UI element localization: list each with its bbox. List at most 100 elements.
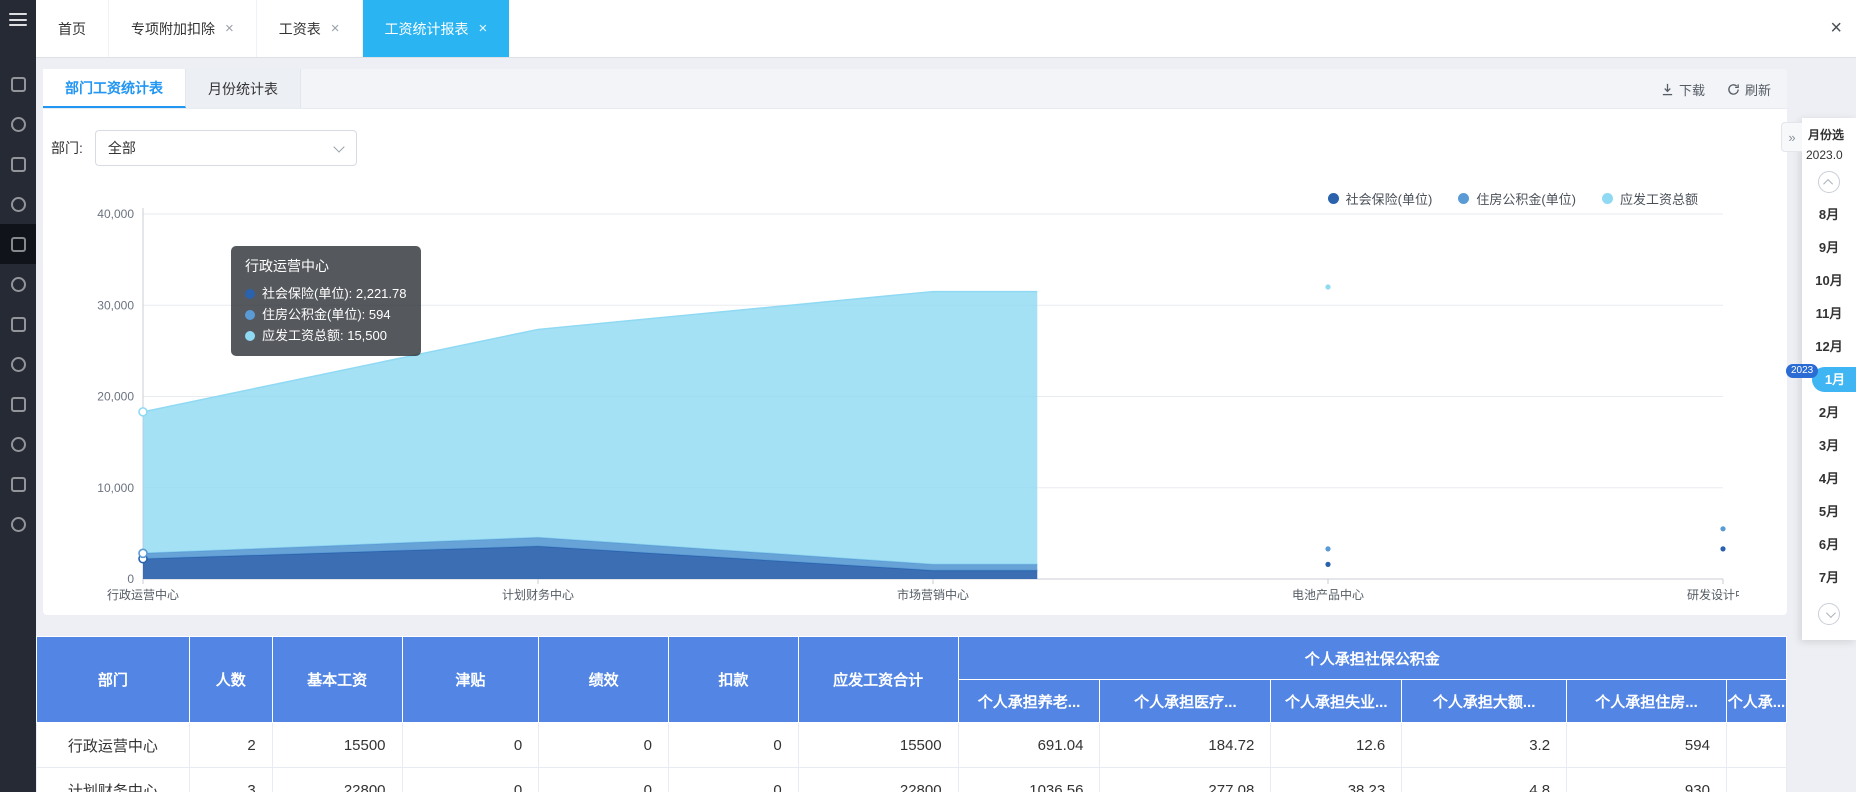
svg-text:行政运营中心: 行政运营中心 (107, 587, 179, 602)
nav-glyph-icon (10, 396, 26, 412)
tab-salary-sheet[interactable]: 工资表 × (257, 0, 363, 57)
legend-item[interactable]: 社会保险(单位) (1327, 189, 1433, 208)
legend-label: 应发工资总额 (1619, 192, 1698, 207)
month-item[interactable]: 10月 (1815, 273, 1843, 288)
table-cell: 2 (188, 722, 273, 768)
month-item[interactable]: 2月 (1818, 405, 1840, 420)
nav-glyph-icon (10, 436, 26, 452)
sidebar-nav-icon[interactable] (0, 384, 36, 424)
sidebar-nav-icon[interactable] (0, 144, 36, 184)
month-item[interactable]: 4月 (1818, 471, 1840, 486)
salary-table-section: 部门 人数 基本工资 津贴 绩效 扣款 应发工资合计 个人承担社保公积金 个人承担养老... 个人… (36, 636, 1787, 792)
table-subheader: 个人承担住房... (1566, 679, 1727, 723)
sidebar-nav-icon[interactable] (0, 304, 36, 344)
table-cell: 0 (538, 767, 670, 792)
refresh-icon (1728, 83, 1739, 95)
sidebar-nav-icon[interactable] (0, 344, 36, 384)
sidebar-nav-icon[interactable] (0, 424, 36, 464)
legend-item[interactable]: 应发工资总额 (1601, 189, 1698, 208)
table-subheader: 个人承担大额... (1401, 679, 1568, 723)
tab-close-icon[interactable]: × (478, 20, 488, 37)
year-badge: 2023 (1786, 364, 1819, 378)
scroll-down-button[interactable] (1818, 603, 1840, 625)
tab-close-icon[interactable]: × (330, 20, 340, 37)
nav-glyph-icon (10, 156, 26, 172)
left-sidebar (0, 0, 36, 792)
table-cell: 22800 (797, 767, 959, 792)
month-item[interactable]: 9月 (1818, 240, 1840, 255)
sidebar-nav-icon[interactable] (0, 464, 36, 504)
sidebar-nav-icon[interactable] (0, 504, 36, 544)
tab-close-icon[interactable]: × (225, 20, 234, 37)
refresh-button[interactable]: 刷新 (1727, 80, 1771, 99)
legend-item[interactable]: 住房公积金(单位) (1458, 189, 1576, 208)
table-subheader: 个人承... (1725, 679, 1787, 723)
table-cell: 38.23 (1270, 767, 1403, 792)
collapse-panel-button[interactable]: » (1781, 122, 1802, 152)
chart-legend: 社会保险(单位) 住房公积金(单位) 应发工资总额 (1327, 189, 1698, 208)
month-item[interactable]: 5月 (1818, 504, 1840, 519)
tab-bar: 首页 专项附加扣除 × 工资表 × 工资统计报表 × × (36, 0, 1856, 57)
table-header: 绩效 (538, 636, 670, 723)
table-cell: 0 (668, 722, 799, 768)
table-subheader: 个人承担医疗... (1099, 679, 1272, 723)
nav-glyph-icon (10, 116, 26, 132)
month-item[interactable]: 12月 (1815, 339, 1843, 354)
table-group-header: 个人承担社保公积金 (957, 636, 1787, 680)
table-cell: 184.72 (1099, 722, 1272, 768)
sidebar-nav-icon[interactable] (0, 264, 36, 304)
sidebar-nav-icon[interactable] (0, 104, 36, 144)
svg-text:研发设计中心: 研发设计中心 (1687, 587, 1739, 602)
subtab-department-salary[interactable]: 部门工资统计表 (43, 69, 186, 108)
nav-glyph-icon (10, 476, 26, 492)
table-subheader-row: 个人承担养老... 个人承担医疗... 个人承担失业... 个人承担大额... 个人承担… (37, 679, 1787, 723)
tab-label: 工资统计报表 (384, 20, 469, 37)
tab-special-deduction[interactable]: 专项附加扣除 × (109, 0, 257, 57)
chevron-down-icon (1825, 607, 1836, 618)
table-cell: 0 (401, 767, 540, 792)
month-item[interactable]: 6月 (1818, 537, 1840, 552)
month-item[interactable]: 7月 (1818, 570, 1840, 585)
table-cell: 3.2 (1401, 722, 1568, 768)
sidebar-nav-icon[interactable] (0, 184, 36, 224)
tab-salary-report[interactable]: 工资统计报表 × (362, 0, 510, 57)
month-item[interactable]: 8月 (1818, 207, 1840, 222)
table-header: 津贴 (401, 636, 540, 723)
table-cell: 12.6 (1270, 722, 1403, 768)
table-header: 扣款 (668, 636, 799, 723)
svg-text:市场营销中心: 市场营销中心 (897, 587, 969, 602)
table-header-row: 部门 人数 基本工资 津贴 绩效 扣款 应发工资合计 个人承担社保公积金 (36, 636, 1787, 723)
nav-glyph-icon (10, 316, 26, 332)
scroll-up-button[interactable] (1818, 171, 1840, 193)
legend-dot-icon (1458, 193, 1470, 204)
table-cell: 22800 (271, 767, 403, 792)
table-cell (1725, 722, 1787, 768)
tab-home[interactable]: 首页 (36, 0, 109, 57)
table-cell (1725, 767, 1787, 792)
table-cell: 930 (1566, 767, 1727, 792)
table-cell: 277.08 (1099, 767, 1272, 792)
table-header: 部门 (36, 636, 190, 723)
department-filter-label: 部门: (51, 140, 83, 156)
month-list: 8月 9月 10月 11月 12月 2023 1月 2月 3月 4月 5月 6月 7月 (1786, 198, 1856, 594)
menu-icon[interactable] (9, 13, 27, 26)
month-item[interactable]: 11月 (1815, 306, 1843, 321)
download-label: 下载 (1678, 82, 1705, 98)
table-cell: 0 (668, 767, 799, 792)
svg-text:40,000: 40,000 (97, 207, 134, 221)
legend-dot-icon (1327, 193, 1339, 204)
chevron-up-icon (1822, 178, 1833, 189)
sidebar-nav-icon[interactable] (0, 224, 36, 264)
legend-label: 社会保险(单位) (1345, 192, 1433, 207)
nav-glyph-icon (10, 516, 26, 532)
table-cell: 691.04 (957, 722, 1101, 768)
month-item[interactable]: 2023 1月 (1786, 363, 1856, 396)
download-button[interactable]: 下载 (1661, 80, 1705, 99)
month-item[interactable]: 3月 (1818, 438, 1840, 453)
subtab-month-stats[interactable]: 月份统计表 (186, 69, 301, 108)
sidebar-nav-icon[interactable] (0, 64, 36, 104)
close-icon[interactable]: × (1830, 17, 1842, 39)
filter-row: 部门: 全部 (51, 130, 357, 166)
department-select[interactable]: 全部 (94, 130, 357, 166)
svg-text:30,000: 30,000 (97, 298, 134, 312)
